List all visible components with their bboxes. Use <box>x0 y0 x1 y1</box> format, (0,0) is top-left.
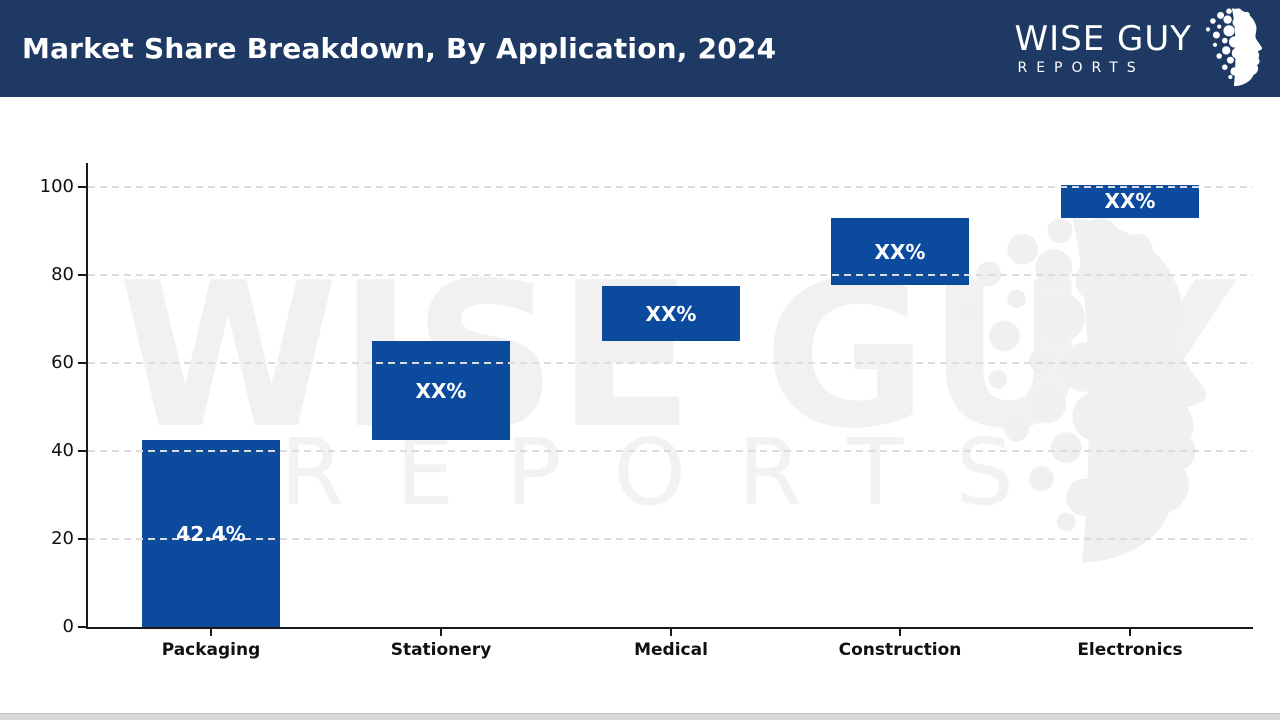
gridline-y-60 <box>88 361 1253 364</box>
chart-title: Market Share Breakdown, By Application, … <box>22 32 777 65</box>
y-axis-tick-mark <box>78 626 87 628</box>
y-axis-tick-mark <box>78 449 87 452</box>
gridline-y-40 <box>88 449 1253 452</box>
x-axis-category-label: Packaging <box>161 640 261 660</box>
y-axis-tick-mark <box>78 185 87 188</box>
x-axis-tick-mark <box>1129 629 1131 636</box>
y-axis-tick-label: 60 <box>51 351 74 373</box>
y-axis-tick-mark <box>78 361 87 364</box>
y-axis-tick-label: 80 <box>51 263 74 285</box>
x-axis-tick-mark <box>440 629 442 636</box>
bar-medical <box>602 286 740 342</box>
x-axis-tick-mark <box>899 629 901 636</box>
x-axis-category-label: Medical <box>634 640 708 660</box>
brand-subtitle: REPORTS <box>1017 59 1145 76</box>
x-axis-tick-mark <box>670 629 672 636</box>
y-axis-tick-label: 100 <box>39 175 74 197</box>
bar-value-label: XX% <box>645 301 697 326</box>
x-axis-line <box>86 627 1253 629</box>
y-axis-tick-mark <box>78 537 87 540</box>
header: Market Share Breakdown, By Application, … <box>0 0 1280 97</box>
bar-electronics <box>1061 184 1199 219</box>
bar-value-label: 42.4% <box>176 521 246 546</box>
y-axis-line <box>86 163 88 629</box>
y-axis-tick-mark <box>78 273 87 276</box>
brand-name: WISE GUY <box>1014 18 1192 59</box>
gridline-y-80 <box>88 273 1253 276</box>
brand-logo: WISE GUY REPORTS <box>1014 7 1264 91</box>
x-axis-category-label: Stationery <box>390 640 492 660</box>
bar-packaging <box>142 440 280 627</box>
wiseguy-head-icon <box>1205 7 1263 86</box>
bar-value-label: XX% <box>1104 189 1156 214</box>
x-axis-category-label: Electronics <box>1077 640 1183 660</box>
bar-value-label: XX% <box>874 239 926 264</box>
y-axis-tick-label: 40 <box>51 439 74 461</box>
gridline-y-100 <box>88 185 1253 188</box>
y-axis-tick-label: 0 <box>62 616 74 637</box>
brand-text: WISE GUY REPORTS <box>1014 22 1192 76</box>
gridline-y-20 <box>88 537 1253 540</box>
bar-stationery <box>372 341 510 441</box>
footer-strip <box>0 713 1280 720</box>
bar-value-label: XX% <box>415 378 467 403</box>
x-axis-tick-mark <box>210 629 212 636</box>
x-axis-category-label: Construction <box>838 640 962 660</box>
y-axis-tick-label: 20 <box>51 527 74 549</box>
